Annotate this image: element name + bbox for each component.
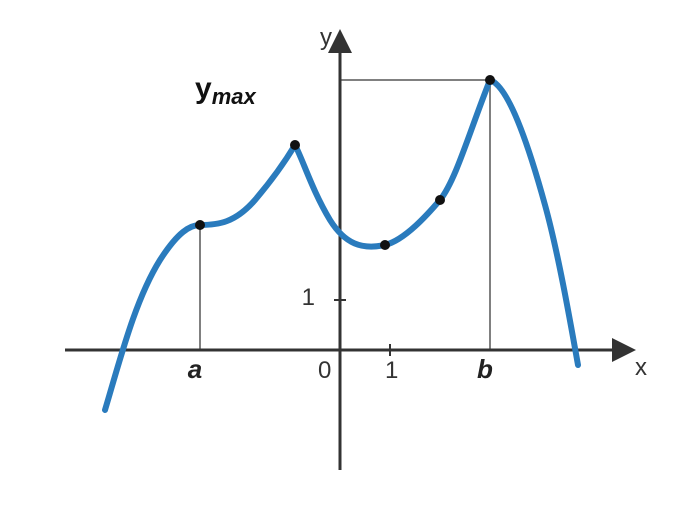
function-plot: x y 0 1 1 a b ymax bbox=[0, 0, 680, 510]
y-tick-1-label: 1 bbox=[302, 284, 315, 311]
label-ymax: ymax bbox=[195, 72, 256, 109]
label-a: a bbox=[188, 354, 202, 384]
x-tick-1-label: 1 bbox=[385, 357, 398, 384]
label-b: b bbox=[477, 354, 493, 384]
origin-label: 0 bbox=[318, 357, 331, 384]
x-axis-label: x bbox=[635, 354, 647, 381]
y-axis-label: y bbox=[320, 24, 332, 51]
